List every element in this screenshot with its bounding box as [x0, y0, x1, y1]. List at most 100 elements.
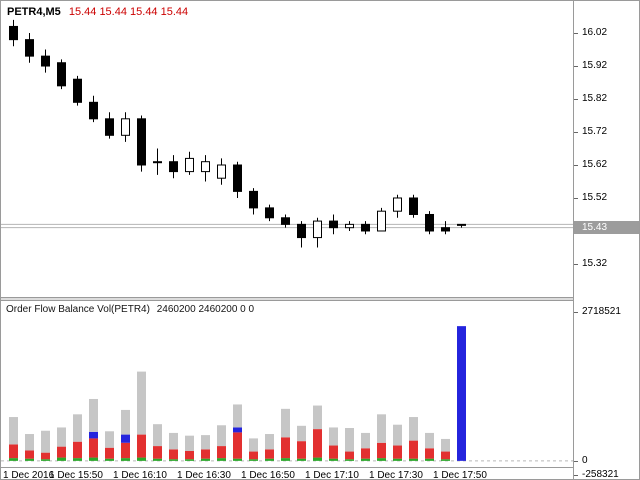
bull-candle: [377, 207, 386, 232]
axis-tickmark: [574, 198, 578, 199]
vol-segment-gray: [169, 432, 178, 450]
time-tick-label: 1 Dec 16:50: [241, 470, 295, 480]
vol-segment-red: [73, 441, 82, 459]
axis-tickmark: [574, 66, 578, 67]
indicator-values: 2460200 2460200 0 0: [156, 304, 255, 315]
volume-bar: [393, 424, 402, 461]
vol-segment-green: [89, 457, 98, 461]
vol-segment-gray: [281, 408, 290, 438]
vol-segment-green: [169, 459, 178, 461]
volume-bar: [41, 430, 50, 461]
vol-segment-red: [217, 446, 226, 459]
vol-segment-green: [249, 459, 258, 461]
vol-segment-red: [105, 447, 114, 459]
bear-candle: [73, 75, 82, 106]
vol-segment-blue: [457, 326, 466, 461]
volume-bar: [73, 414, 82, 461]
vol-segment-gray: [361, 432, 370, 449]
volume-bar: [9, 417, 18, 461]
vol-segment-green: [265, 458, 274, 461]
axis-tick-label: 15.32: [582, 258, 608, 269]
vol-segment-red: [265, 449, 274, 459]
vol-segment-green: [361, 458, 370, 461]
vol-segment-red: [121, 442, 130, 459]
vol-segment-red: [281, 437, 290, 459]
vol-segment-red: [41, 452, 50, 460]
vol-segment-gray: [41, 430, 50, 453]
axis-tickmark: [574, 132, 578, 133]
vol-segment-green: [425, 458, 434, 461]
volume-bar: [233, 404, 242, 461]
vol-segment-green: [121, 458, 130, 461]
time-axis[interactable]: 1 Dec 2016 1 Dec 15:50 1 Dec 16:10 1 Dec 16…: [1, 467, 573, 480]
volume-bar: [185, 435, 194, 461]
volume-bar: [297, 425, 306, 461]
axis-tick-label: 15.92: [582, 60, 608, 71]
bear-candle: [169, 155, 178, 179]
vol-segment-gray: [137, 371, 146, 435]
vol-segment-red: [441, 451, 450, 460]
vol-segment-green: [217, 458, 226, 461]
panel-divider[interactable]: [1, 297, 573, 301]
price-chart[interactable]: [1, 1, 573, 297]
time-tick-label: 1 Dec 17:30: [369, 470, 423, 480]
volume-bar: [345, 428, 354, 461]
vol-segment-gray: [57, 427, 66, 447]
axis-tickmark: [574, 475, 578, 476]
vol-segment-gray: [329, 427, 338, 446]
vol-segment-red: [409, 440, 418, 459]
vol-segment-gray: [25, 434, 34, 451]
vol-segment-green: [57, 457, 66, 461]
bear-candle: [105, 112, 114, 139]
vol-segment-green: [25, 458, 34, 461]
volume-bar: [121, 409, 130, 461]
vol-segment-gray: [409, 417, 418, 441]
vol-segment-green: [41, 459, 50, 461]
volume-bar: [89, 398, 98, 461]
vol-segment-red: [153, 446, 162, 459]
vol-segment-green: [377, 458, 386, 461]
vol-segment-green: [313, 457, 322, 461]
bull-candle: [393, 194, 402, 218]
vol-segment-red: [57, 446, 66, 458]
price-axis[interactable]: 15.43 16.0215.9215.8215.7215.6215.5215.4…: [573, 1, 639, 480]
vol-segment-gray: [185, 435, 194, 451]
volume-bar: [265, 434, 274, 461]
volume-bar: [249, 438, 258, 461]
bull-candle: [201, 155, 210, 182]
bear-candle: [265, 204, 274, 222]
bull-candle: [217, 158, 226, 185]
axis-tick-label: 15.52: [582, 192, 608, 203]
vol-segment-gray: [425, 432, 434, 449]
volume-bar: [425, 432, 434, 461]
time-tick-label: 1 Dec 15:50: [49, 470, 103, 480]
bull-candle: [185, 151, 194, 175]
bull-candle: [153, 148, 162, 175]
vol-segment-gray: [313, 405, 322, 430]
vol-segment-red: [89, 438, 98, 458]
indicator-header: Order Flow Balance Vol(PETR4) 2460200 24…: [6, 304, 254, 315]
axis-tickmark: [574, 99, 578, 100]
vol-segment-gray: [393, 424, 402, 446]
axis-tickmark: [574, 264, 578, 265]
vol-segment-green: [185, 459, 194, 461]
vol-segment-gray: [9, 417, 18, 445]
axis-tick-label: -258321: [582, 469, 619, 480]
vol-segment-green: [233, 458, 242, 461]
vol-segment-green: [137, 457, 146, 461]
bear-candle: [233, 161, 242, 198]
bear-candle: [41, 49, 50, 73]
vol-segment-red: [345, 451, 354, 460]
vol-segment-green: [105, 458, 114, 461]
vol-segment-green: [441, 459, 450, 461]
volume-bar: [153, 424, 162, 461]
volume-bar: [217, 425, 226, 461]
indicator-chart[interactable]: [1, 301, 573, 467]
vol-segment-blue: [233, 427, 242, 433]
symbol-timeframe-label: PETR4,M5: [7, 6, 61, 18]
vol-segment-red: [233, 432, 242, 459]
axis-tickmark: [574, 33, 578, 34]
current-price-tag: 15.43: [574, 221, 639, 234]
vol-segment-gray: [153, 424, 162, 447]
